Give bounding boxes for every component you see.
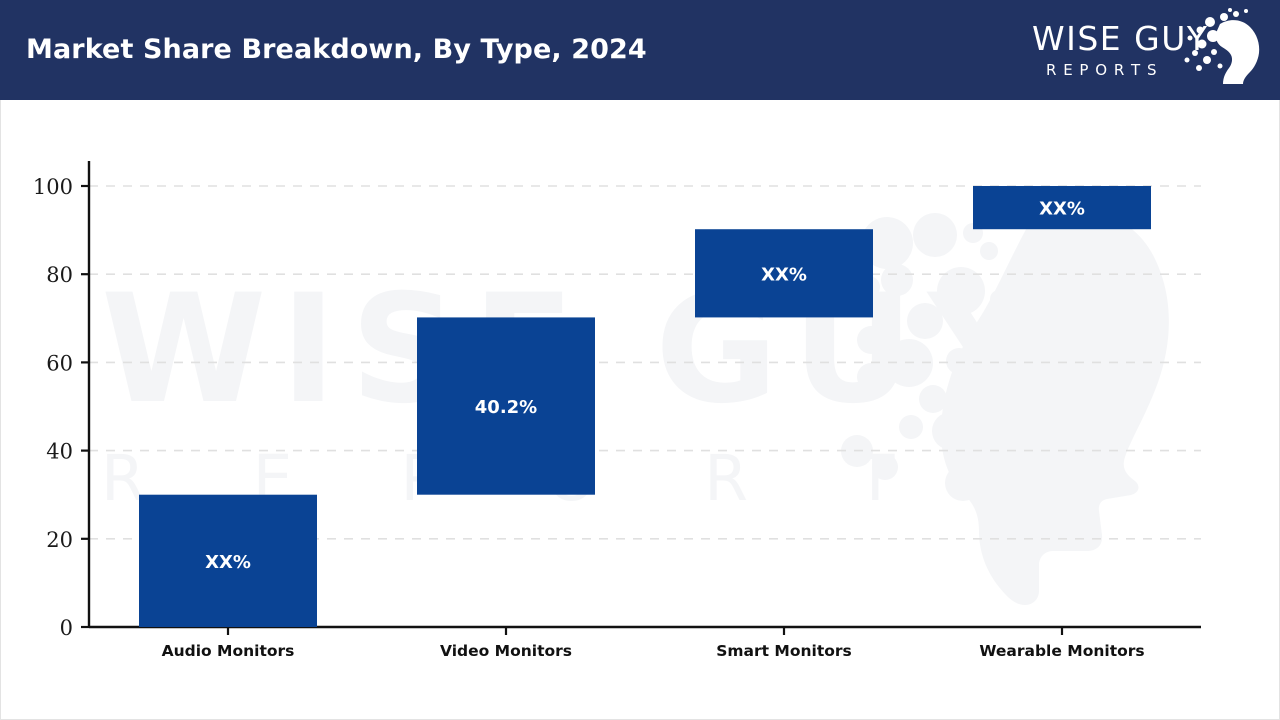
bar-group[interactable]: 40.2% xyxy=(417,317,595,495)
wise-guy-head-icon xyxy=(1184,8,1260,84)
bar[interactable] xyxy=(695,229,873,318)
y-tick-label: 60 xyxy=(46,351,73,375)
bar[interactable] xyxy=(973,186,1151,230)
bar-group[interactable]: XX% xyxy=(973,186,1151,230)
page-title: Market Share Breakdown, By Type, 2024 xyxy=(26,34,647,65)
bar-group[interactable]: XX% xyxy=(139,494,317,627)
y-tick-label: 0 xyxy=(60,616,73,640)
y-tick-label: 20 xyxy=(46,528,73,552)
x-category-label: Audio Monitors xyxy=(162,642,295,660)
x-category-label: Wearable Monitors xyxy=(979,642,1144,660)
svg-text:R E P O R T S: R E P O R T S xyxy=(1046,61,1157,79)
brand-logo: WISE GUY R E P O R T S xyxy=(1024,8,1274,92)
bar-value-label: XX% xyxy=(1039,199,1085,220)
bar-group[interactable]: XX% xyxy=(695,229,873,318)
chart-card: WISE GUY R E P O R T S xyxy=(0,100,1280,720)
plot-area: 0 20 40 60 80 100 XX% Audio Monitors 40.2% Video … xyxy=(1,100,1279,719)
bar[interactable] xyxy=(139,494,317,627)
y-tick-label: 80 xyxy=(46,263,73,287)
bar[interactable] xyxy=(417,317,595,495)
x-category-label: Video Monitors xyxy=(440,642,572,660)
y-tick-label: 100 xyxy=(33,175,73,199)
bar-value-label: XX% xyxy=(761,264,807,285)
bar-value-label: 40.2% xyxy=(475,397,537,418)
x-category-label: Smart Monitors xyxy=(716,642,852,660)
svg-text:WISE GUY: WISE GUY xyxy=(1032,19,1209,58)
bar-value-label: XX% xyxy=(205,552,251,573)
y-tick-label: 40 xyxy=(46,440,73,464)
page-header: Market Share Breakdown, By Type, 2024 WI… xyxy=(0,0,1280,100)
